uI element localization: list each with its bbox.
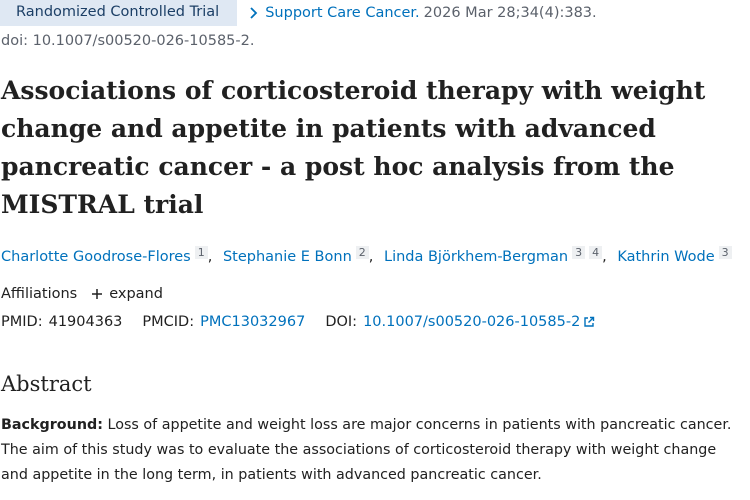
- abstract-text: Background: Loss of appetite and weight …: [1, 413, 746, 488]
- affiliation-number[interactable]: 1: [194, 246, 208, 259]
- affiliations-label: Affiliations: [1, 286, 78, 302]
- doi-line: doi: 10.1007/s00520-026-10585-2.: [1, 33, 255, 49]
- pmid: 41904363: [48, 314, 123, 330]
- author-name[interactable]: Stephanie E Bonn: [222, 249, 352, 265]
- citation-row: Randomized Controlled Trial Support Care…: [0, 0, 597, 26]
- identifiers: PMID: 41904363 PMCID: PMC13032967 DOI: 1…: [1, 314, 595, 330]
- doi-link[interactable]: 10.1007/s00520-026-10585-2: [363, 314, 581, 330]
- journal-name[interactable]: Support Care Cancer.: [265, 5, 420, 21]
- affiliation-number[interactable]: 3: [718, 246, 732, 259]
- affiliation-number[interactable]: 2: [355, 246, 369, 259]
- affiliation-number[interactable]: 3: [572, 246, 586, 259]
- pmcid-label: PMCID:: [142, 314, 195, 330]
- article-type: Randomized Controlled Trial: [0, 0, 238, 26]
- affiliations: Affiliations expand: [1, 286, 163, 302]
- citation: 2026 Mar 28;34(4):383.: [423, 5, 597, 21]
- affiliation-number[interactable]: 4: [589, 246, 603, 259]
- pmid-label: PMID:: [1, 314, 43, 330]
- author: Charlotte Goodrose-Flores 1: [1, 246, 218, 265]
- article-title: Associations of corticosteroid therapy w…: [1, 76, 706, 219]
- author-name[interactable]: Charlotte Goodrose-Flores: [1, 249, 191, 265]
- plus-icon: [92, 289, 103, 299]
- external-link-icon: [584, 316, 595, 327]
- pmcid-link[interactable]: PMC13032967: [200, 314, 306, 330]
- author-name[interactable]: Kathrin Wode: [617, 249, 715, 265]
- author: Linda Björkhem-Bergman 3 4: [383, 246, 613, 265]
- background-label: Background:: [1, 417, 103, 433]
- chevron-icon: [250, 7, 258, 19]
- author: Stephanie E Bonn 2: [222, 246, 379, 265]
- background-text: Loss of appetite and weight loss are maj…: [1, 417, 732, 483]
- expand-button[interactable]: expand: [91, 286, 163, 302]
- doi-label: DOI:: [325, 314, 358, 330]
- journal-link[interactable]: Support Care Cancer.: [249, 5, 420, 21]
- expand-label[interactable]: expand: [109, 286, 163, 302]
- abstract-heading: Abstract: [1, 372, 92, 396]
- author-name[interactable]: Linda Björkhem-Bergman: [383, 249, 569, 265]
- author: Kathrin Wode 3: [617, 246, 732, 265]
